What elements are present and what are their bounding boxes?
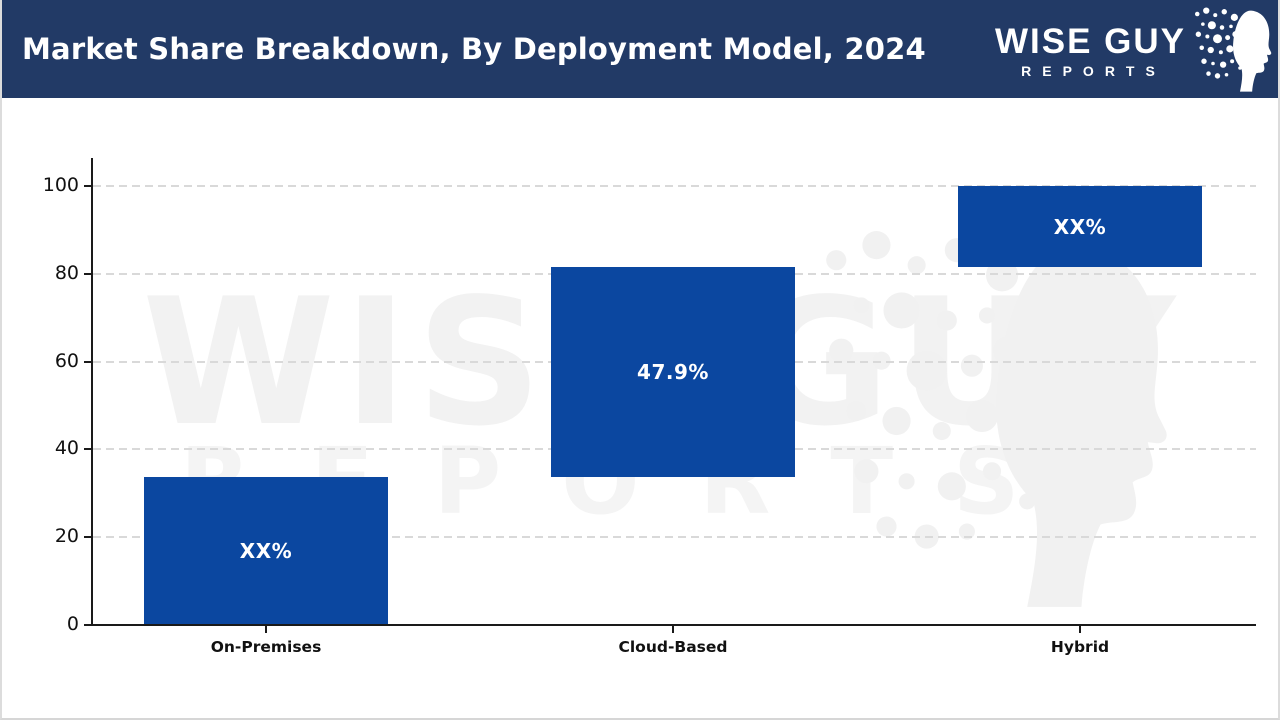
x-axis-label-on-premises: On-Premises [210, 638, 322, 656]
x-tick-mark [265, 626, 267, 633]
watermark-dotted-face [826, 231, 1167, 607]
dotted-face-icon [1195, 7, 1272, 92]
y-tick-mark [84, 185, 91, 187]
y-tick-label: 20 [54, 525, 79, 548]
bar-cloud-based: 47.9% [551, 267, 795, 478]
page-title: Market Share Breakdown, By Deployment Mo… [22, 32, 926, 66]
y-tick-mark [84, 536, 91, 539]
bar-on-premises: XX% [144, 477, 388, 625]
y-axis-line [91, 158, 93, 626]
x-tick-mark [1079, 626, 1081, 633]
x-axis-label-cloud-based: Cloud-Based [618, 638, 728, 656]
bar-hybrid: XX% [958, 186, 1202, 268]
gridline-y-20 [93, 536, 1256, 539]
bar-value-label: XX% [1053, 214, 1107, 239]
bar-value-label: 47.9% [637, 360, 709, 385]
x-axis-label-hybrid: Hybrid [1050, 638, 1110, 656]
y-tick-mark [84, 272, 91, 275]
x-tick-mark [672, 626, 674, 633]
y-tick-label: 100 [42, 174, 79, 196]
gridline-y-100 [93, 185, 1256, 187]
y-tick-label: 60 [54, 349, 79, 372]
bar-value-label: XX% [239, 539, 293, 564]
brand-name: WISE GUY [994, 21, 1186, 61]
brand-logo: WISE GUY REPORTS [995, 4, 1272, 96]
x-axis-line [91, 624, 1256, 626]
brand-subtitle: REPORTS [1021, 62, 1166, 79]
plot-area: 0 20 40 60 80 100 XX% 47.9% XX% On-Premises C… [2, 98, 1278, 718]
y-tick-mark [84, 624, 91, 626]
header-band: Market Share Breakdown, By Deployment Mo… [2, 0, 1278, 98]
y-tick-label: 80 [54, 261, 79, 284]
y-tick-label: 0 [66, 613, 79, 635]
y-tick-label: 40 [54, 437, 79, 460]
y-tick-mark [84, 360, 91, 363]
brand-logo-text: WISE GUY REPORTS [995, 22, 1186, 79]
y-tick-mark [84, 448, 91, 451]
